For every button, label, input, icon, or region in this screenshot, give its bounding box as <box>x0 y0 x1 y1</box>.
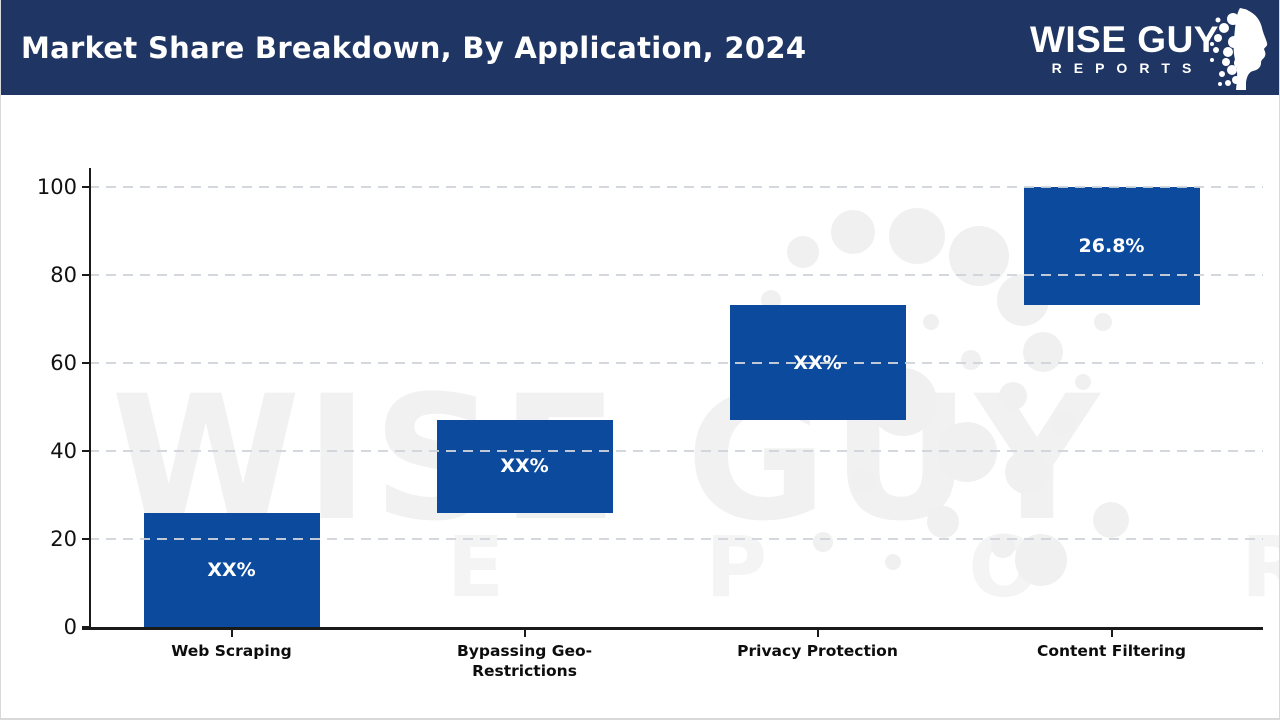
x-axis-line <box>82 627 1263 630</box>
y-tick-label: 40 <box>50 439 77 463</box>
y-tick-label: 20 <box>50 527 77 551</box>
y-tick-label: 100 <box>36 175 77 199</box>
x-tick-mark <box>1110 629 1113 637</box>
gridline-100 <box>89 186 1263 188</box>
y-tick-label: 0 <box>63 615 77 639</box>
bar-value-label: XX% <box>793 351 842 374</box>
x-category-label: Bypassing Geo- Restrictions <box>456 642 593 680</box>
bottom-border <box>1 718 1279 720</box>
y-tick-label: 80 <box>50 263 77 287</box>
y-tick-mark <box>82 274 89 276</box>
bar-value-label: XX% <box>207 558 256 581</box>
y-axis-line <box>89 168 91 629</box>
y-tick-mark <box>82 362 89 364</box>
logo-wordmark-block: WISE GUY REPORTS <box>1030 21 1219 75</box>
bar-content-filtering <box>1023 187 1200 305</box>
x-tick-mark <box>230 629 233 637</box>
bar-value-label: 26.8% <box>1078 234 1145 257</box>
logo-wordmark: WISE GUY <box>1029 18 1219 60</box>
logo-subtext: REPORTS <box>1051 59 1204 76</box>
x-category-label: Privacy Protection <box>737 642 898 660</box>
gridline-60 <box>89 362 1263 364</box>
gridline-40 <box>89 450 1263 452</box>
wiseguy-logo: WISE GUY REPORTS <box>1030 5 1271 90</box>
bar-value-label: XX% <box>500 455 549 478</box>
y-tick-mark <box>82 186 89 188</box>
bar-bypassing-geo-restrictions <box>436 420 613 513</box>
gridline-20 <box>89 538 1263 540</box>
y-tick-label: 60 <box>50 351 77 375</box>
gridline-80 <box>89 274 1263 276</box>
x-category-label: Content Filtering <box>1036 642 1187 660</box>
page-title: Market Share Breakdown, By Application, … <box>21 30 807 65</box>
bar-web-scraping <box>143 512 320 627</box>
x-tick-mark <box>816 629 819 637</box>
y-tick-mark <box>82 538 89 540</box>
x-tick-mark <box>523 629 526 637</box>
page-header: Market Share Breakdown, By Application, … <box>1 0 1279 95</box>
chart-area: WISE GUY R E P O R T S 020406080100XX%XX… <box>1 95 1279 718</box>
y-tick-mark <box>82 450 89 452</box>
x-category-label: Web Scraping <box>171 642 292 660</box>
wiseguy-head-icon <box>1210 7 1268 90</box>
